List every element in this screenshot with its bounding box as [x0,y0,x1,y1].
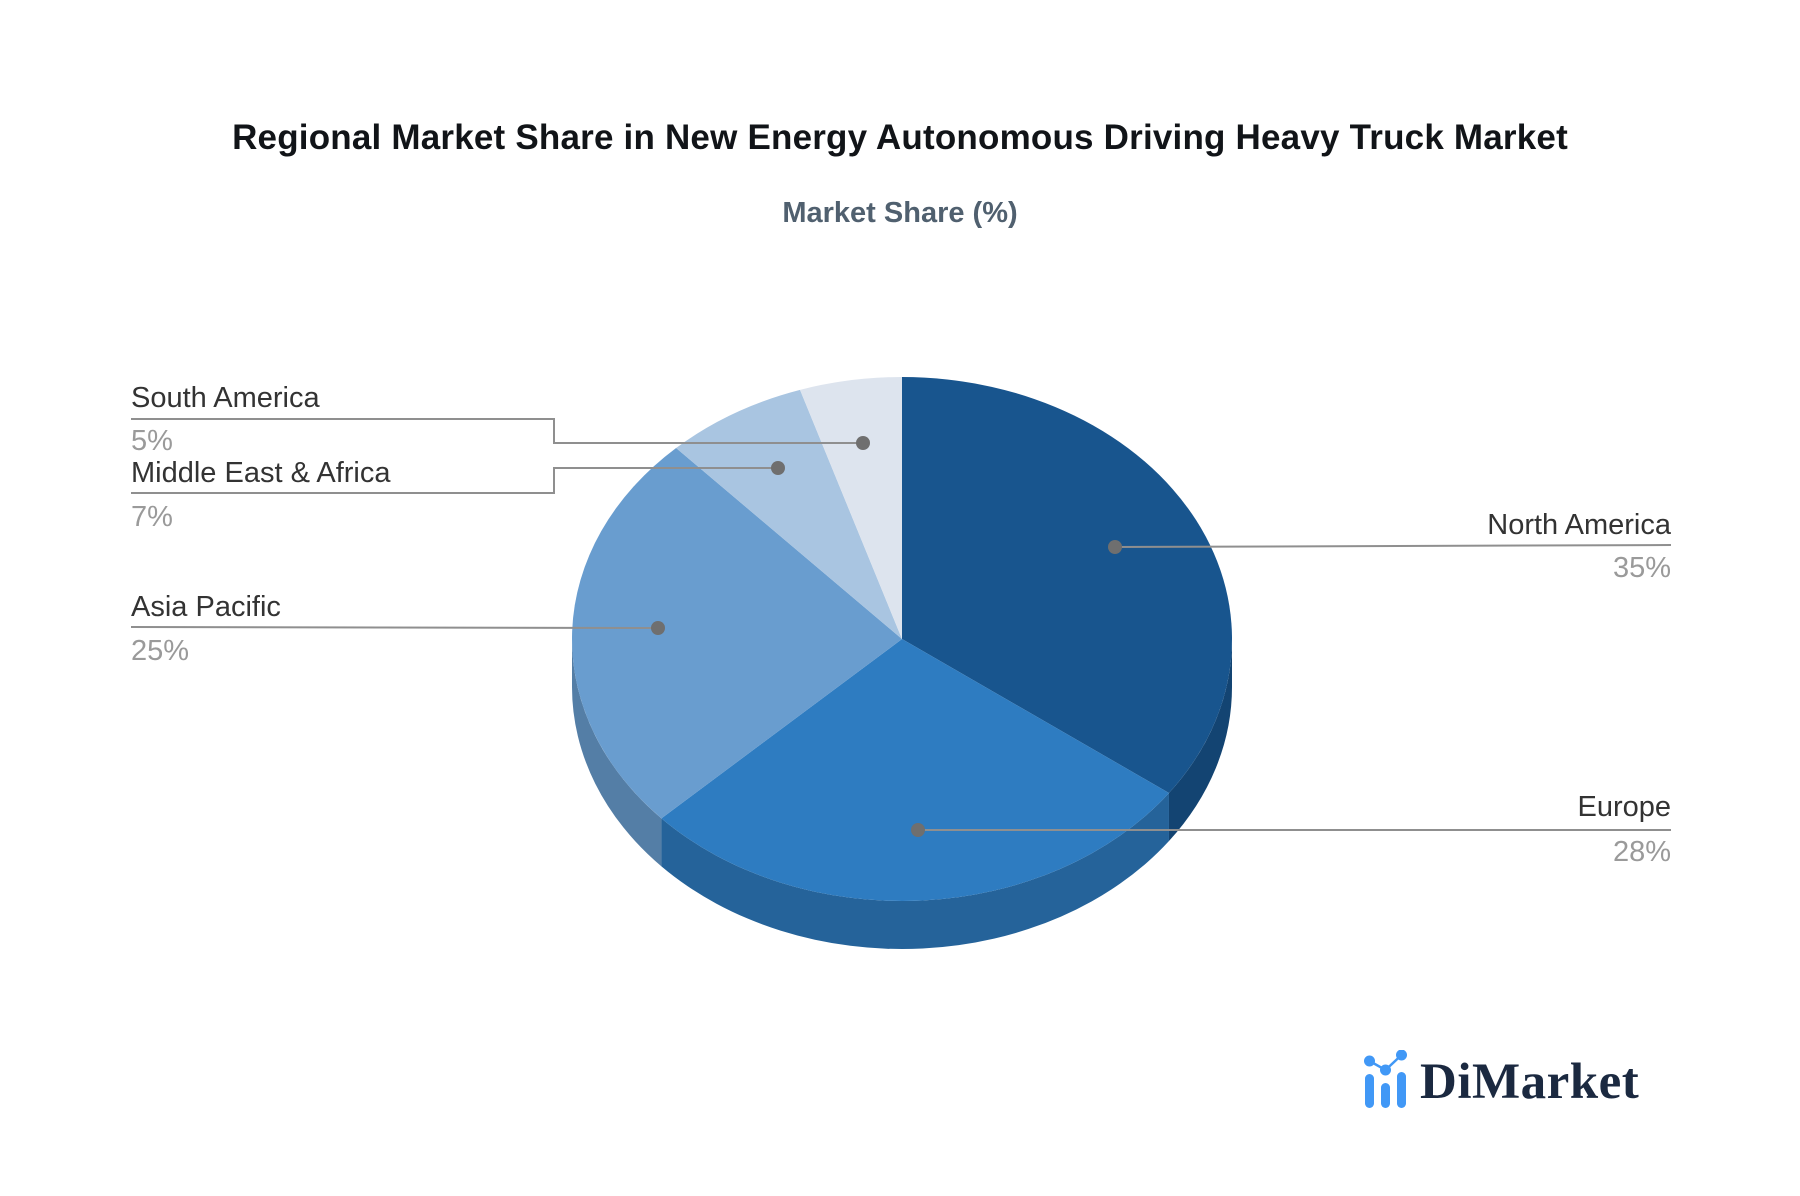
slice-label-south-america: South America [131,382,320,414]
slice-value-middle-east-africa: 7% [131,501,173,533]
slice-value-south-america: 5% [131,425,173,457]
pie-slice-europe [661,639,1169,901]
connector-dot-north-america [1108,540,1122,554]
dimarket-logo: DiMarket [1362,1036,1662,1108]
pie-slice-north-america [902,377,1232,793]
dimarket-logo-text: DiMarket [1420,1054,1640,1110]
bar-line-chart-icon [1364,1050,1407,1108]
slice-value-europe: 28% [1612,836,1671,868]
chart-subtitle: Market Share (%) [782,197,1018,229]
connector-line-asia-pacific [130,626,659,629]
slice-label-middle-east-africa: Middle East & Africa [131,457,391,489]
slice-label-north-america: North America [1487,509,1671,541]
slice-label-europe: Europe [1577,791,1671,823]
connector-line-north-america [1114,544,1672,548]
pie-slice-wall-europe [661,792,1169,949]
pie-slice-asia-pacific [572,448,902,819]
connector-line-middle-east-africa [131,467,778,494]
connector-line-south-america [131,418,863,444]
slice-value-north-america: 35% [1612,552,1671,584]
connector-dot-europe [911,823,925,837]
connector-dot-asia-pacific [651,621,665,635]
pie-slice-wall-asia-pacific [572,639,662,867]
pie-slice-wall-north-america [1168,639,1232,841]
slice-label-asia-pacific: Asia Pacific [131,591,281,623]
slice-value-asia-pacific: 25% [131,635,190,667]
pie-slice-middle-east-africa [676,389,902,639]
connector-dot-middle-east-africa [771,461,785,475]
connector-dot-south-america [856,436,870,450]
chart-title: Regional Market Share in New Energy Auto… [232,118,1568,157]
